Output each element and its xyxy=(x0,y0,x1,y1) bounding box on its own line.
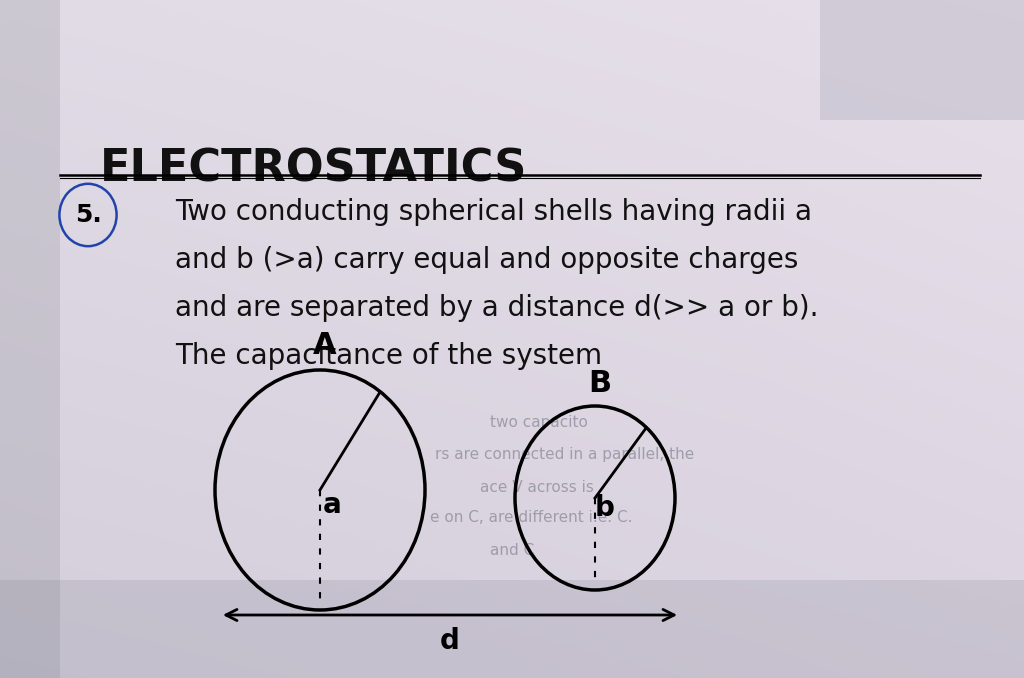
Text: e on C, are different i.e. C.: e on C, are different i.e. C. xyxy=(430,510,633,525)
FancyBboxPatch shape xyxy=(0,580,1024,678)
Text: and are separated by a distance d(>> a or b).: and are separated by a distance d(>> a o… xyxy=(175,294,818,322)
Text: b: b xyxy=(595,494,615,522)
FancyBboxPatch shape xyxy=(820,0,1024,120)
Text: rs are connected in a parallel, the: rs are connected in a parallel, the xyxy=(435,447,694,462)
Text: 5.: 5. xyxy=(75,203,101,227)
Text: and b (>a) carry equal and opposite charges: and b (>a) carry equal and opposite char… xyxy=(175,246,799,274)
Text: two capacito: two capacito xyxy=(490,415,588,430)
Text: A: A xyxy=(313,331,337,360)
Text: The capacitance of the system: The capacitance of the system xyxy=(175,342,602,370)
Text: d: d xyxy=(440,627,460,655)
FancyBboxPatch shape xyxy=(0,0,60,678)
Text: Two conducting spherical shells having radii a: Two conducting spherical shells having r… xyxy=(175,198,812,226)
Text: ace V across is: ace V across is xyxy=(480,480,594,495)
Text: and C: and C xyxy=(490,543,535,558)
Text: B: B xyxy=(589,369,611,398)
Text: ELECTROSTATICS: ELECTROSTATICS xyxy=(100,148,527,191)
Text: a: a xyxy=(323,491,341,519)
